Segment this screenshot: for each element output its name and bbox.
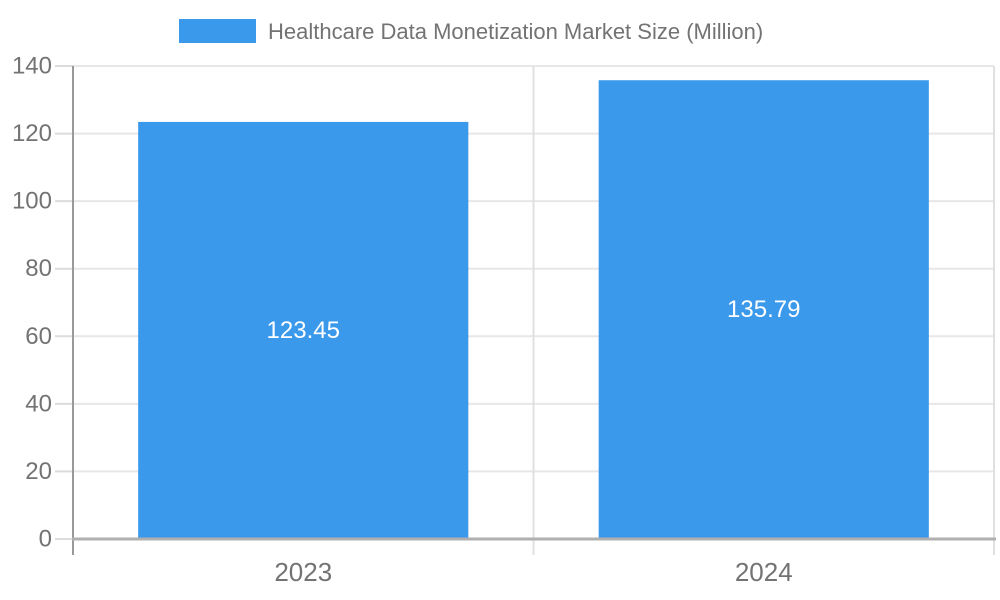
y-tick-label: 20 [25,458,52,485]
x-tick-label: 2024 [735,557,793,587]
bar-value-label: 135.79 [727,296,800,323]
x-tick-label: 2023 [274,557,332,587]
labels-layer: 0 20 40 60 80 100 120 140 123.45 2023 135.79 2024 [12,53,801,588]
y-tick-label: 100 [12,188,52,215]
legend[interactable]: Healthcare Data Monetization Market Size… [179,19,763,44]
bar[interactable] [138,121,469,540]
axes-layer [55,65,996,555]
legend-swatch[interactable] [179,19,256,43]
y-tick-label: 60 [25,323,52,350]
y-tick-label: 80 [25,255,52,282]
y-tick-label: 40 [25,390,52,417]
y-tick-label: 0 [39,526,52,553]
bar[interactable] [598,80,929,539]
y-tick-label: 120 [12,120,52,147]
bar-value-label: 123.45 [267,317,340,344]
y-tick-label: 140 [12,53,52,80]
bars-layer [138,80,929,540]
chart-title: Healthcare Data Monetization Market Size… [268,19,763,44]
